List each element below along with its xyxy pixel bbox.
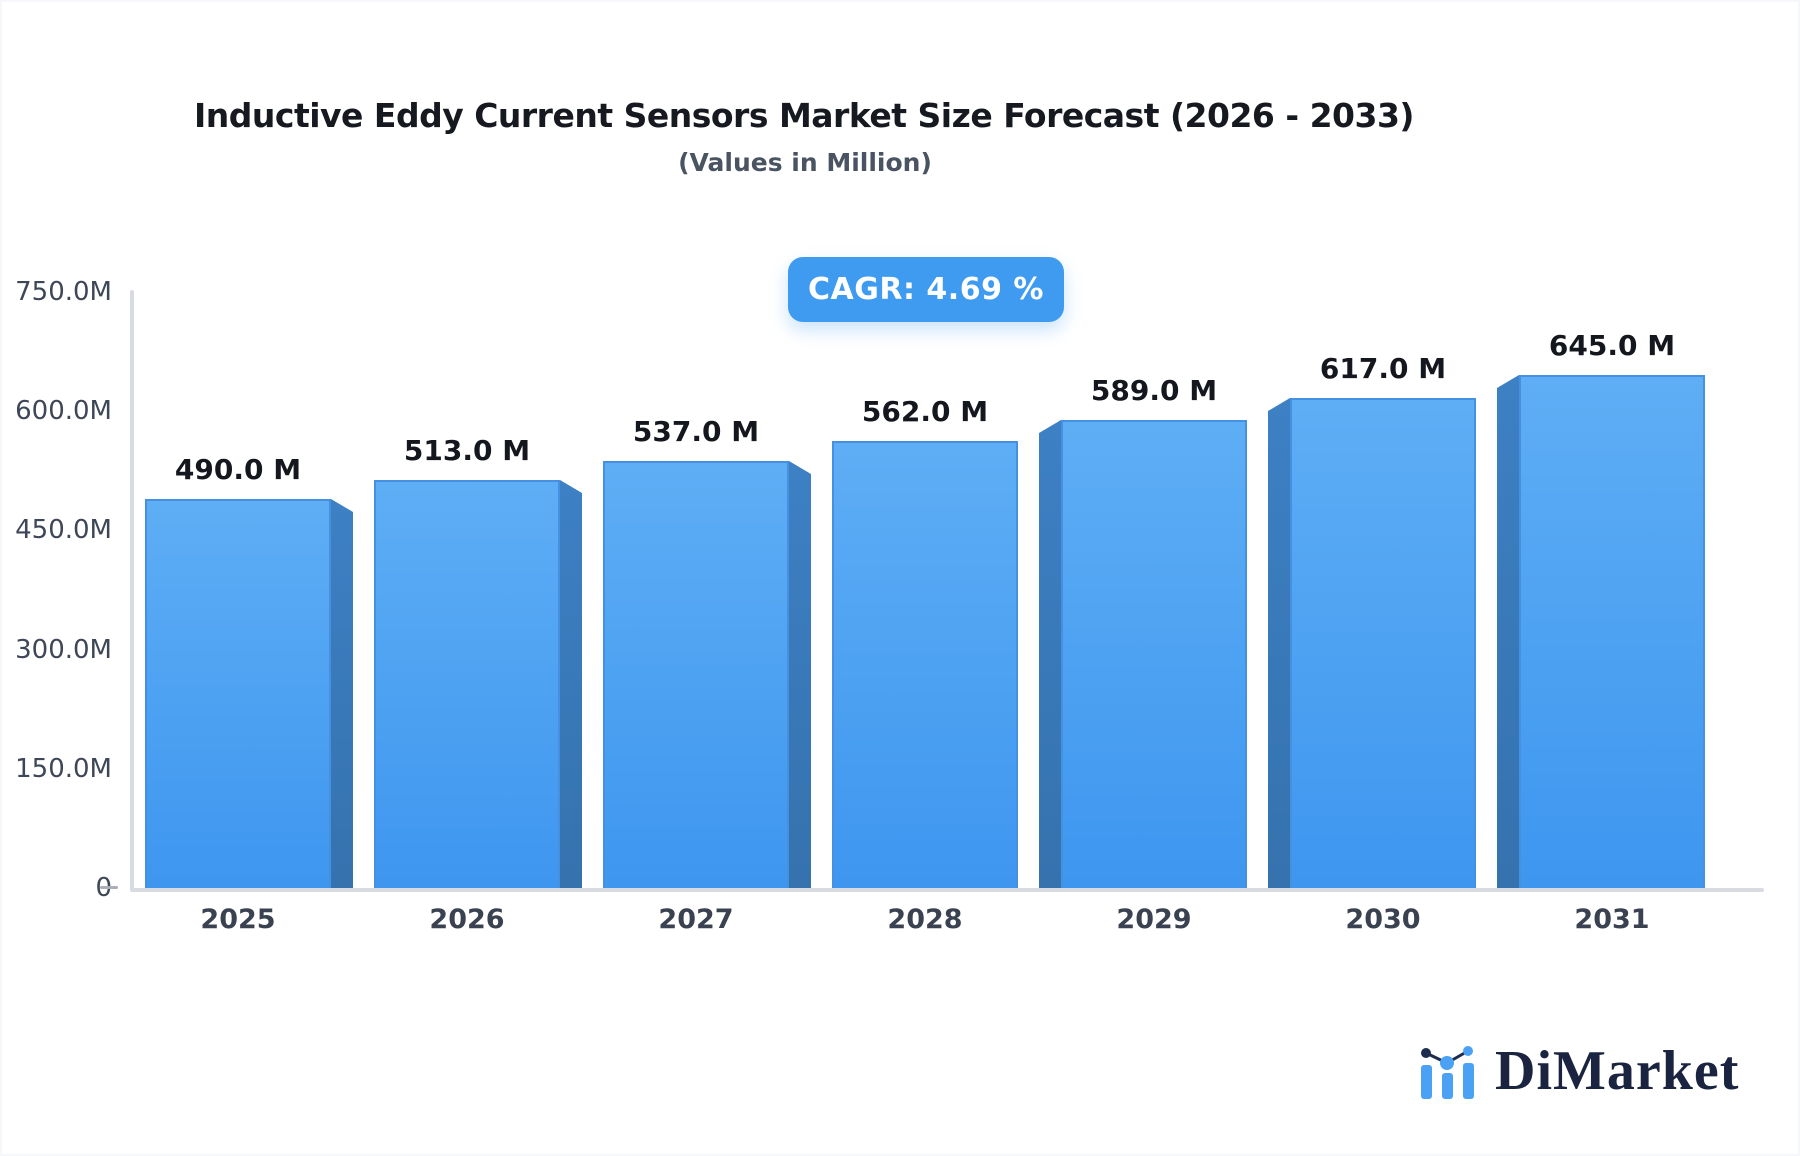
x-axis-tick-label: 2030: [1345, 904, 1421, 935]
y-axis-tick-label: 600.0M: [15, 396, 112, 426]
x-axis-tick-label: 2027: [658, 904, 734, 935]
bar-side-3d: [1039, 420, 1061, 888]
bar-value-label: 490.0 M: [174, 453, 302, 486]
bar-value-label: 617.0 M: [1319, 352, 1447, 385]
bar: [1519, 375, 1705, 888]
dimarket-logo-text: DiMarket: [1495, 1040, 1740, 1102]
x-axis-tick-label: 2025: [200, 904, 276, 935]
dimarket-logo-icon: [1421, 1046, 1474, 1099]
bar-slot: 589.0 M: [1039, 292, 1269, 888]
y-axis-line: [130, 290, 134, 890]
dimarket-logo: DiMarket: [1417, 1040, 1739, 1102]
bar: [1290, 398, 1476, 888]
cagr-badge-label: CAGR: 4.69 %: [808, 272, 1044, 307]
x-axis-tick-label: 2029: [1116, 904, 1192, 935]
bar-value-label: 589.0 M: [1090, 374, 1218, 407]
x-axis-tick-label: 2028: [887, 904, 963, 935]
x-axis-tick-label: 2026: [429, 904, 505, 935]
bar-slot: 513.0 M: [353, 292, 582, 888]
bar-slot: 490.0 M: [124, 292, 353, 888]
bar-side-3d: [1497, 375, 1519, 888]
bar-side-3d: [1268, 398, 1290, 888]
x-axis-tick-label: 2031: [1574, 904, 1650, 935]
bar: [603, 461, 789, 888]
y-axis-tick-label: 450.0M: [15, 515, 112, 545]
y-axis-tick-label: 300.0M: [15, 635, 112, 665]
cagr-badge: CAGR: 4.69 %: [788, 257, 1064, 322]
bar: [832, 441, 1018, 888]
y-axis-tick-label: 0: [0, 872, 112, 904]
bar-side-3d: [560, 480, 582, 888]
bar-slot: 562.0 M: [811, 292, 1040, 888]
chart-title: Inductive Eddy Current Sensors Market Si…: [193, 96, 1415, 135]
bar-side-3d: [789, 461, 811, 888]
bar-side-3d: [331, 499, 353, 888]
y-axis-tick-mark: [100, 886, 118, 889]
bar-value-label: 562.0 M: [861, 395, 989, 428]
bar-slot: 645.0 M: [1497, 292, 1727, 888]
bar: [374, 480, 560, 888]
bar-value-label: 537.0 M: [632, 415, 760, 448]
y-axis-tick-label: 750.0M: [15, 277, 112, 307]
bar: [145, 499, 331, 888]
bar-slot: 537.0 M: [582, 292, 811, 888]
bar-value-label: 513.0 M: [403, 434, 531, 467]
bar-value-label: 645.0 M: [1548, 329, 1676, 362]
bar-slot: 617.0 M: [1268, 292, 1498, 888]
chart-subtitle: (Values in Million): [678, 148, 932, 177]
x-axis-line: [130, 888, 1764, 892]
y-axis-tick-label: 150.0M: [15, 754, 112, 784]
bar: [1061, 420, 1247, 888]
